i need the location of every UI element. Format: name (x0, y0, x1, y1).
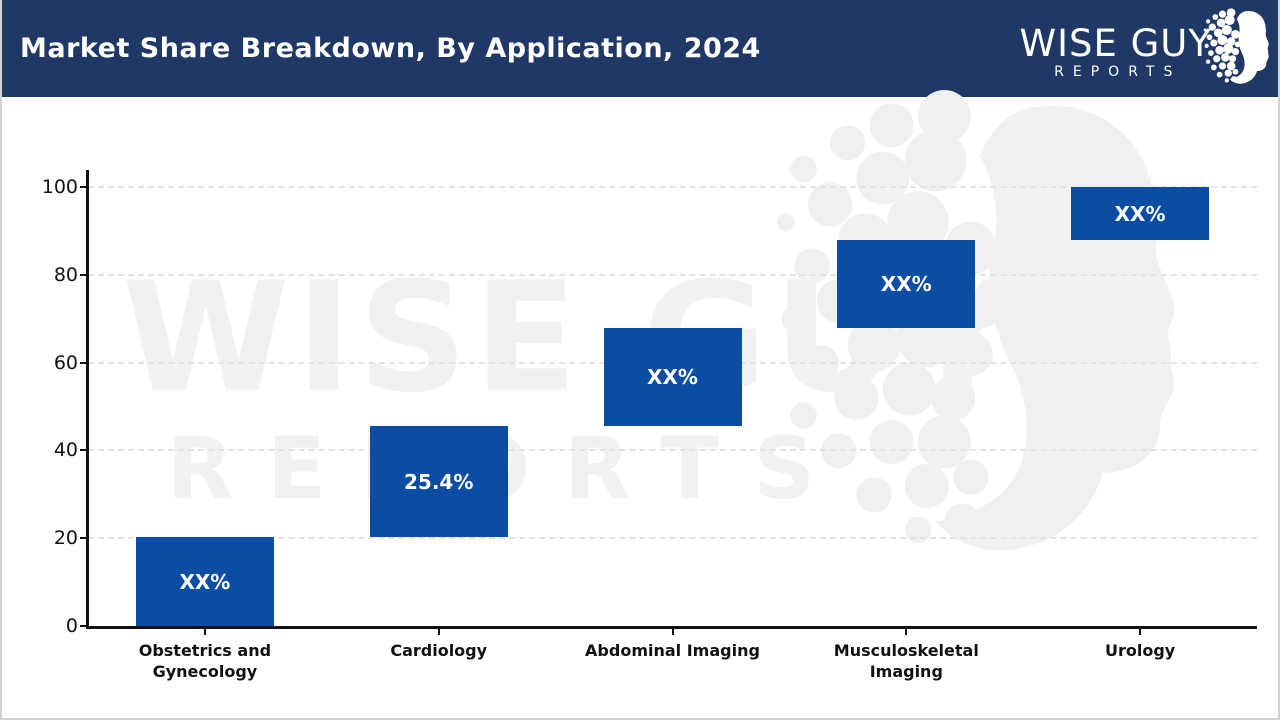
bar-value-label: XX% (647, 365, 698, 390)
bar-value-label: XX% (179, 569, 231, 594)
y-axis-tick-label: 60 (53, 351, 78, 374)
y-axis-tick-label: 0 (65, 615, 78, 637)
x-axis-tickmark (203, 628, 206, 635)
bar-segment: XX% (837, 240, 976, 329)
y-axis-tickmark (80, 625, 88, 627)
y-gridline (88, 273, 1257, 276)
x-axis-category-label: Urology (1104, 641, 1176, 660)
logo-wordmark: WISE GUY (1019, 22, 1212, 65)
y-axis-line (86, 170, 89, 629)
watermark-face-icon (777, 90, 1175, 551)
y-axis-tickmark (80, 361, 88, 364)
x-axis-category-label: Musculoskeletal Imaging (833, 641, 979, 681)
y-axis-tickmark (80, 186, 88, 188)
bar-segment: XX% (603, 328, 742, 426)
y-gridline (88, 449, 1257, 452)
bar-value-label: XX% (1114, 201, 1166, 226)
y-axis-tick-label: 80 (53, 263, 78, 286)
wiseguy-logo: WISE GUY REPORTS (1020, 6, 1270, 90)
x-axis-tickmark (437, 628, 440, 635)
bar-segment: XX% (135, 537, 274, 626)
x-axis-category-label: Abdominal Imaging (585, 641, 760, 660)
bar-value-label: XX% (880, 272, 932, 297)
chart-title: Market Share Breakdown, By Application, … (20, 33, 761, 64)
bar-segment: XX% (1071, 187, 1210, 241)
waterfall-chart: WISE GUY REPORTS 0 20 40 60 80 100 XX% Obstetri… (2, 90, 1278, 718)
y-gridline (88, 537, 1257, 540)
x-axis-tickmark (671, 628, 674, 635)
header-banner: Market Share Breakdown, By Application, … (2, 0, 1278, 97)
x-axis-tickmark (1139, 628, 1142, 635)
y-gridline (88, 186, 1257, 188)
y-axis-tickmark (80, 273, 88, 276)
x-axis-category-label: Cardiology (390, 641, 488, 660)
x-axis-tickmark (905, 628, 908, 635)
logo-text: WISE GUY REPORTS (1019, 16, 1212, 81)
y-axis-tickmark (80, 537, 88, 540)
y-axis-tickmark (80, 449, 88, 452)
logo-subtext: REPORTS (1054, 64, 1182, 80)
x-axis-line (86, 626, 1257, 629)
y-axis-tick-label: 100 (41, 176, 78, 198)
bar-segment: 25.4% (369, 425, 508, 538)
y-axis-tick-label: 40 (53, 439, 78, 462)
bar-value-label: 25.4% (403, 469, 474, 494)
y-axis-tick-label: 20 (53, 527, 78, 550)
x-axis-category-label: Obstetrics and Gynecology (138, 641, 272, 681)
